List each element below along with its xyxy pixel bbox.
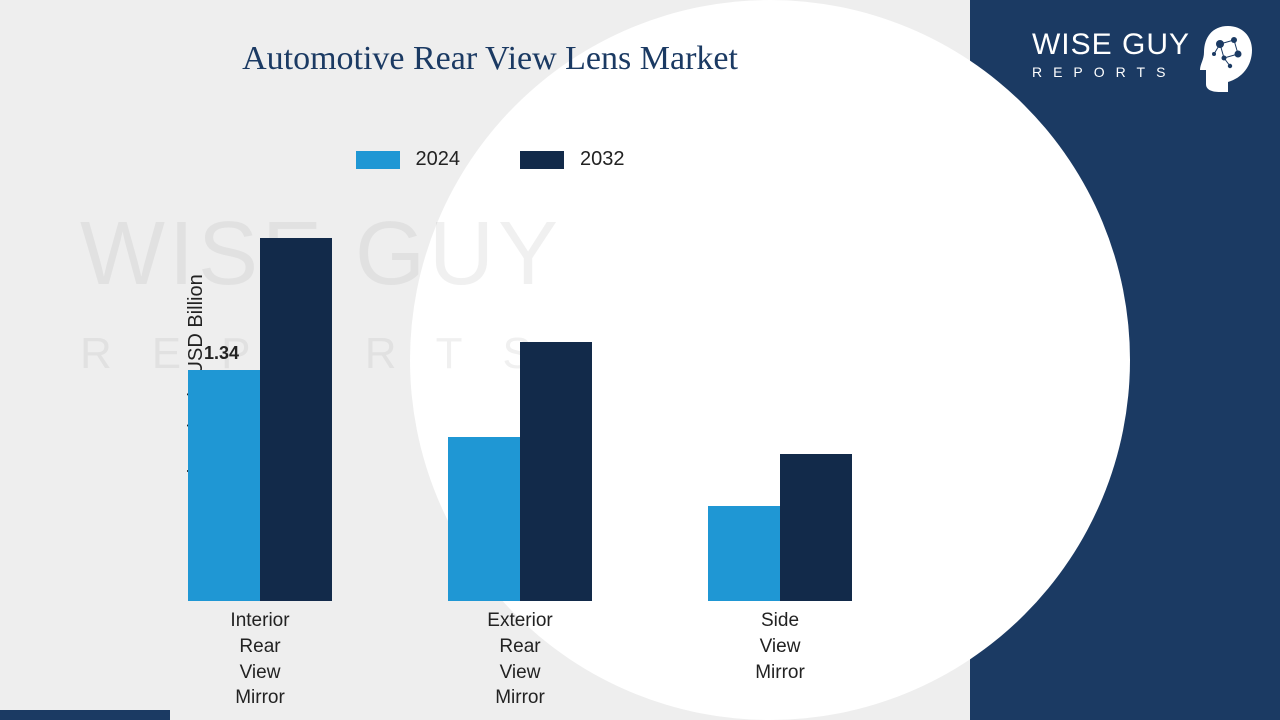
bar-value-label: 1.34 [204,343,239,364]
bar [780,454,852,601]
head-icon [1198,24,1254,94]
legend: 2024 2032 [30,148,950,171]
legend-swatch-2024 [356,151,400,169]
page-root: WISE GUY REPORTS Automotive Rear View Le… [0,0,1280,720]
logo-main-text: WISE GUY [1032,28,1190,62]
plot-area: Market Size in USD Billion 1.34 Interior… [130,181,910,601]
bar [260,238,332,601]
x-axis-label: InteriorRearViewMirror [180,608,340,711]
x-axis-label: SideViewMirror [700,608,860,711]
legend-item-2024: 2024 [356,148,461,171]
bar [708,506,780,601]
bottom-accent-bar [0,710,170,720]
legend-label-2032: 2032 [580,148,625,171]
chart-area: Automotive Rear View Lens Market 2024 20… [30,20,950,710]
x-labels-container: InteriorRearViewMirror ExteriorRearViewMi… [130,608,910,711]
brand-logo: WISE GUY REPORTS [1032,28,1250,80]
bar-group [708,454,852,601]
bar [188,370,260,601]
logo-sub-text: REPORTS [1032,64,1190,80]
x-axis-label: ExteriorRearViewMirror [440,608,600,711]
chart-title: Automotive Rear View Lens Market [30,20,950,88]
bars-container: 1.34 [130,221,910,601]
bar [520,342,592,601]
legend-label-2024: 2024 [416,148,461,171]
legend-item-2032: 2032 [520,148,625,171]
bar-group [448,342,592,601]
bar [448,437,520,601]
bar-group: 1.34 [188,238,332,601]
legend-swatch-2032 [520,151,564,169]
